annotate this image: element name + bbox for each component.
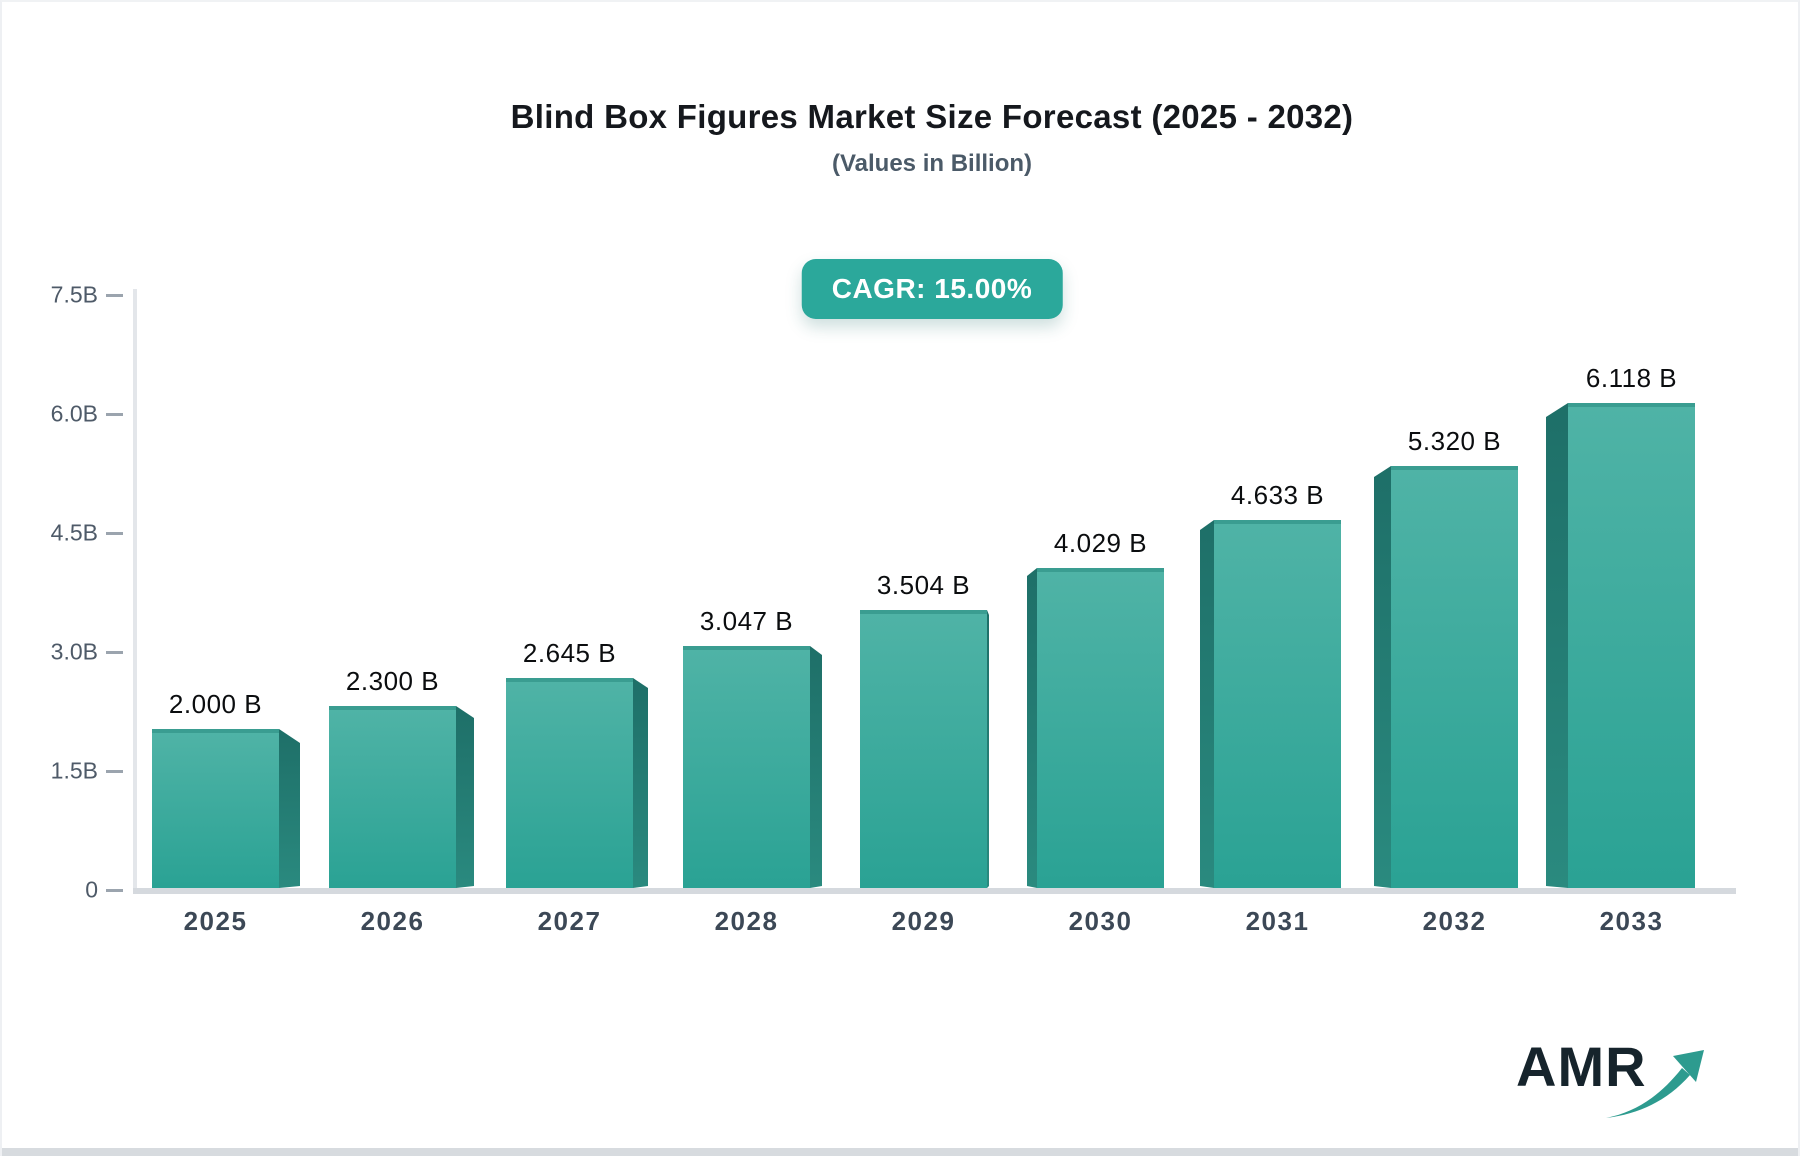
bar-value-label: 2.300 B	[345, 666, 440, 696]
bar-value-label: 3.504 B	[876, 570, 971, 600]
bar-side-face	[1200, 520, 1214, 888]
bar-value-label: 4.029 B	[1053, 528, 1148, 558]
y-axis-tick-label: 6.0B	[50, 400, 98, 427]
bar-side-face	[810, 646, 822, 888]
y-axis-tick-label: 3.0B	[50, 638, 98, 665]
bar	[329, 706, 456, 888]
bar	[1568, 403, 1695, 888]
bar-side-face	[279, 729, 300, 888]
x-axis-label: 2033	[1599, 906, 1664, 936]
bar-value-label: 2.645 B	[522, 638, 617, 668]
bar	[506, 678, 633, 888]
y-axis-tick	[106, 294, 123, 297]
y-axis-tick	[106, 889, 123, 892]
bar-value-label: 4.633 B	[1230, 480, 1325, 510]
y-axis-tick-label: 4.5B	[50, 519, 98, 546]
x-axis-label: 2030	[1068, 906, 1133, 936]
y-axis-tick	[106, 770, 123, 773]
bar-value-label: 5.320 B	[1407, 426, 1502, 456]
y-axis-tick	[106, 532, 123, 535]
amr-logo-text: AMR	[1516, 1035, 1647, 1098]
growth-arrow-icon	[1606, 1050, 1704, 1118]
bottom-border-strip	[2, 1148, 1798, 1156]
bar-side-face	[456, 706, 474, 888]
bar	[683, 646, 810, 888]
bar	[1391, 466, 1518, 888]
x-axis-label: 2025	[183, 906, 248, 936]
bar-side-face	[1546, 403, 1568, 888]
amr-logo: AMR	[1516, 1034, 1704, 1118]
y-axis-tick-label: 1.5B	[50, 757, 98, 784]
y-axis-tick	[106, 413, 123, 416]
x-axis-label: 2027	[537, 906, 602, 936]
y-axis-tick	[106, 651, 123, 654]
y-axis-tick-label: 7.5B	[50, 281, 98, 308]
x-axis-label: 2028	[714, 906, 779, 936]
bar-value-label: 6.118 B	[1585, 363, 1678, 393]
x-axis-label: 2029	[891, 906, 956, 936]
chart-title: Blind Box Figures Market Size Forecast (…	[510, 98, 1354, 135]
x-axis-baseline	[133, 888, 1736, 894]
y-axis-line	[133, 289, 137, 894]
bar-value-label: 3.047 B	[699, 606, 794, 636]
bar	[152, 729, 279, 888]
cagr-badge: CAGR: 15.00%	[801, 259, 1063, 319]
bar	[860, 610, 987, 888]
bar-side-face	[987, 610, 989, 888]
x-axis-label: 2031	[1245, 906, 1310, 936]
x-axis-label: 2032	[1422, 906, 1487, 936]
bar-value-label: 2.000 B	[168, 689, 263, 719]
bar	[1214, 520, 1341, 888]
bar	[1037, 568, 1164, 888]
bar-side-face	[1027, 568, 1037, 888]
x-axis-label: 2026	[360, 906, 425, 936]
bar-side-face	[1374, 466, 1391, 888]
bar-side-face	[633, 678, 648, 888]
y-axis-tick-label: 0	[85, 876, 98, 903]
chart-subtitle: (Values in Billion)	[831, 150, 1033, 177]
